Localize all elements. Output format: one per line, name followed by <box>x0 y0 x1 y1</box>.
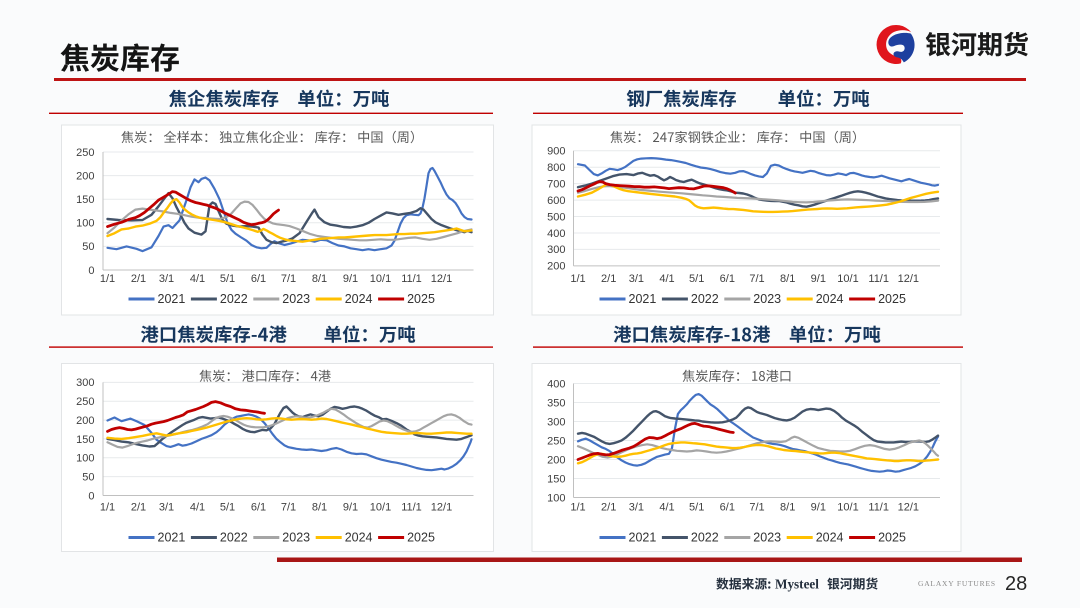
svg-text:10/1: 10/1 <box>370 273 391 285</box>
svg-text:100: 100 <box>76 218 94 230</box>
svg-text:2/1: 2/1 <box>601 501 616 513</box>
svg-text:300: 300 <box>76 377 94 389</box>
svg-text:2024: 2024 <box>345 292 373 306</box>
svg-text:2023: 2023 <box>753 292 781 306</box>
svg-text:3/1: 3/1 <box>159 501 174 513</box>
svg-text:12/1: 12/1 <box>898 501 919 513</box>
svg-text:8/1: 8/1 <box>312 273 327 285</box>
svg-text:3/1: 3/1 <box>629 501 644 513</box>
svg-text:2022: 2022 <box>220 531 248 545</box>
svg-text:7/1: 7/1 <box>749 273 764 285</box>
svg-text:2023: 2023 <box>753 531 781 545</box>
svg-text:2025: 2025 <box>407 292 435 306</box>
svg-text:0: 0 <box>88 265 94 277</box>
svg-text:150: 150 <box>547 473 565 485</box>
svg-text:2021: 2021 <box>629 292 657 306</box>
svg-text:11/1: 11/1 <box>868 501 889 513</box>
svg-text:6/1: 6/1 <box>720 501 735 513</box>
svg-text:2023: 2023 <box>282 531 310 545</box>
svg-text:2/1: 2/1 <box>131 501 146 513</box>
svg-text:500: 500 <box>547 211 565 223</box>
svg-text:GALAXY FUTURES: GALAXY FUTURES <box>918 579 996 588</box>
svg-text:4/1: 4/1 <box>659 501 674 513</box>
svg-text:2025: 2025 <box>878 531 906 545</box>
svg-text:8/1: 8/1 <box>780 501 795 513</box>
svg-text:250: 250 <box>547 435 565 447</box>
svg-text:Mysteel: Mysteel <box>775 577 819 592</box>
svg-text:2024: 2024 <box>816 292 844 306</box>
svg-text:100: 100 <box>547 492 565 504</box>
svg-text:2021: 2021 <box>629 531 657 545</box>
svg-text:5/1: 5/1 <box>689 273 704 285</box>
svg-text:5/1: 5/1 <box>689 501 704 513</box>
svg-text:250: 250 <box>76 396 94 408</box>
svg-text:10/1: 10/1 <box>837 273 858 285</box>
svg-text:6/1: 6/1 <box>251 273 266 285</box>
svg-text:4/1: 4/1 <box>190 501 205 513</box>
svg-text:2022: 2022 <box>691 531 719 545</box>
svg-text:8/1: 8/1 <box>312 501 327 513</box>
svg-text:7/1: 7/1 <box>281 501 296 513</box>
svg-text:2022: 2022 <box>220 292 248 306</box>
svg-text:2024: 2024 <box>345 531 373 545</box>
svg-text:2021: 2021 <box>158 531 186 545</box>
svg-text:250: 250 <box>76 147 94 159</box>
svg-text:600: 600 <box>547 195 565 207</box>
svg-text:6/1: 6/1 <box>720 273 735 285</box>
svg-text:2/1: 2/1 <box>131 273 146 285</box>
svg-text:11/1: 11/1 <box>401 501 422 513</box>
svg-text:2024: 2024 <box>816 531 844 545</box>
svg-text:11/1: 11/1 <box>868 273 889 285</box>
svg-text:150: 150 <box>76 434 94 446</box>
svg-text:300: 300 <box>547 416 565 428</box>
svg-text:1/1: 1/1 <box>100 273 115 285</box>
svg-text:350: 350 <box>547 397 565 409</box>
svg-text:400: 400 <box>547 228 565 240</box>
svg-text:7/1: 7/1 <box>749 501 764 513</box>
svg-text:6/1: 6/1 <box>251 501 266 513</box>
svg-text:1/1: 1/1 <box>100 501 115 513</box>
svg-text:2025: 2025 <box>878 292 906 306</box>
svg-text:11/1: 11/1 <box>401 273 422 285</box>
svg-text:400: 400 <box>547 378 565 390</box>
svg-text:200: 200 <box>547 261 565 273</box>
svg-text:5/1: 5/1 <box>220 273 235 285</box>
svg-text:200: 200 <box>76 415 94 427</box>
svg-text:50: 50 <box>82 471 94 483</box>
svg-text:1/1: 1/1 <box>570 273 585 285</box>
svg-text:700: 700 <box>547 178 565 190</box>
svg-text:800: 800 <box>547 162 565 174</box>
svg-text:5/1: 5/1 <box>220 501 235 513</box>
svg-text:28: 28 <box>1005 573 1027 595</box>
svg-text:150: 150 <box>76 194 94 206</box>
svg-text:8/1: 8/1 <box>780 273 795 285</box>
svg-text:3/1: 3/1 <box>159 273 174 285</box>
svg-text:50: 50 <box>82 241 94 253</box>
svg-text:300: 300 <box>547 244 565 256</box>
svg-text:10/1: 10/1 <box>837 501 858 513</box>
svg-text:2023: 2023 <box>282 292 310 306</box>
svg-text:3/1: 3/1 <box>629 273 644 285</box>
svg-text:2025: 2025 <box>407 531 435 545</box>
svg-text:9/1: 9/1 <box>811 273 826 285</box>
svg-text:1/1: 1/1 <box>570 501 585 513</box>
svg-text:9/1: 9/1 <box>343 273 358 285</box>
svg-text:4/1: 4/1 <box>659 273 674 285</box>
svg-text:12/1: 12/1 <box>431 501 452 513</box>
svg-text:900: 900 <box>547 146 565 158</box>
svg-text:9/1: 9/1 <box>811 501 826 513</box>
svg-text:2022: 2022 <box>691 292 719 306</box>
svg-text:200: 200 <box>76 170 94 182</box>
svg-text:200: 200 <box>547 454 565 466</box>
svg-text:12/1: 12/1 <box>898 273 919 285</box>
svg-text:2021: 2021 <box>158 292 186 306</box>
svg-text:12/1: 12/1 <box>431 273 452 285</box>
svg-text:0: 0 <box>88 490 94 502</box>
svg-text:4/1: 4/1 <box>190 273 205 285</box>
svg-text:7/1: 7/1 <box>281 273 296 285</box>
svg-text:100: 100 <box>76 453 94 465</box>
svg-text:2/1: 2/1 <box>601 273 616 285</box>
svg-text:10/1: 10/1 <box>370 501 391 513</box>
svg-text:9/1: 9/1 <box>343 501 358 513</box>
